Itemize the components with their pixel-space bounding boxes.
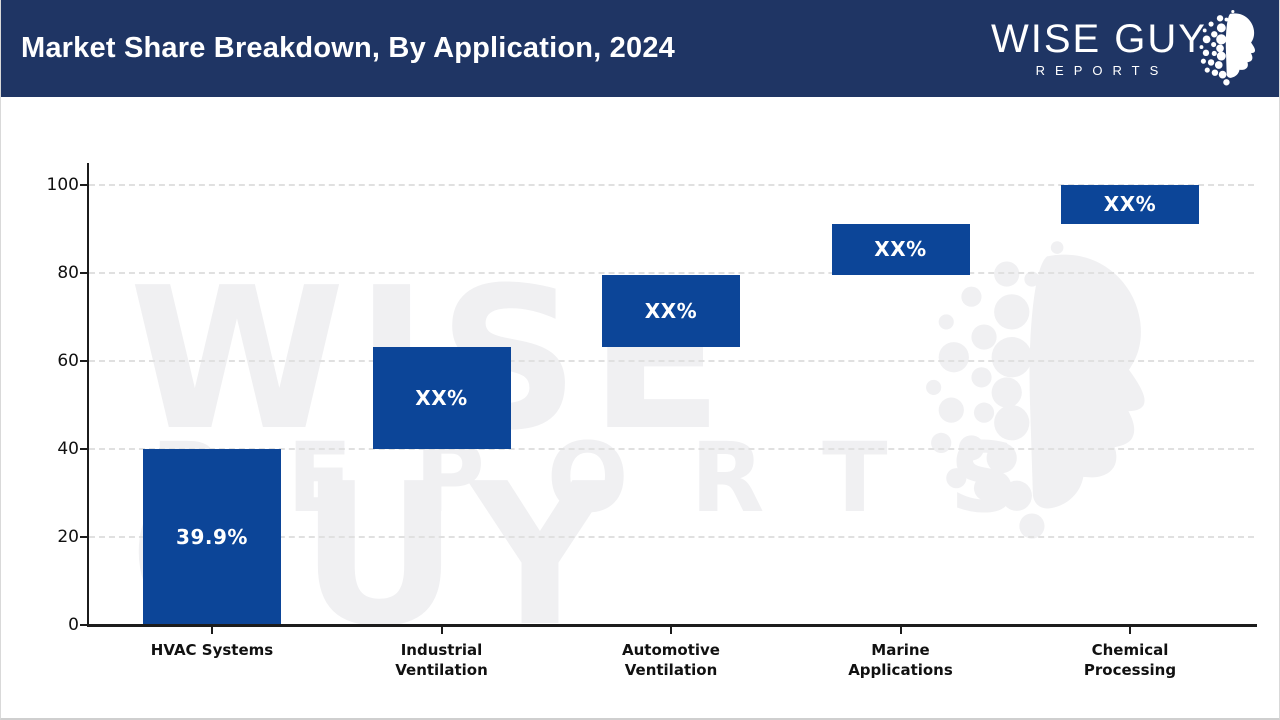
gridline-20: [89, 536, 1254, 538]
bar-industrial-ventilation: XX%: [372, 346, 511, 450]
category-label-line: Ventilation: [624, 661, 718, 679]
logo-wordmark-line1: WISE GUY: [990, 17, 1207, 61]
bar-value-label-automotive-ventilation: XX%: [644, 299, 698, 324]
y-tick-label-100: 100: [46, 175, 79, 195]
wiseguy-logo: WISE GUY REPORTS: [991, 8, 1261, 90]
header-bar: Market Share Breakdown, By Application, …: [1, 0, 1279, 97]
x-tick-mark-automotive-ventilation: [670, 627, 672, 634]
y-tick-mark-20: [80, 536, 88, 538]
bar-automotive-ventilation: XX%: [602, 275, 740, 347]
bar-marine-applications: XX%: [831, 223, 970, 276]
chart-title: Market Share Breakdown, By Application, …: [21, 32, 675, 64]
x-tick-mark-industrial-ventilation: [440, 627, 443, 634]
category-label-line: Ventilation: [395, 661, 488, 679]
category-label-line: Chemical: [1091, 641, 1169, 659]
y-tick-label-0: 0: [68, 615, 79, 635]
category-label-hvac-systems: HVAC Systems: [97, 640, 327, 660]
category-label-marine-applications: Marine Applications: [786, 640, 1016, 680]
category-label-industrial-ventilation: Industrial Ventilation: [327, 640, 557, 680]
y-tick-mark-80: [80, 272, 88, 274]
category-label-line: Processing: [1083, 661, 1177, 679]
category-label-line: Applications: [848, 661, 953, 679]
bar-value-label-industrial-ventilation: XX%: [415, 386, 468, 411]
category-label-line: HVAC Systems: [150, 641, 274, 659]
bar-hvac-systems: 39.9%: [143, 449, 281, 625]
gridline-80: [89, 272, 1254, 274]
category-label-automotive-ventilation: Automotive Ventilation: [556, 640, 786, 680]
gridline-40: [89, 448, 1254, 450]
y-tick-mark-100: [80, 184, 88, 186]
y-tick-label-20: 20: [57, 527, 79, 547]
logo-wordmark: WISE GUY REPORTS: [991, 19, 1207, 78]
x-tick-mark-chemical-processing: [1129, 627, 1131, 634]
y-tick-label-40: 40: [57, 439, 79, 459]
bar-value-label-chemical-processing: XX%: [1103, 192, 1157, 217]
y-tick-mark-60: [80, 360, 88, 362]
category-label-line: Automotive: [622, 641, 720, 659]
y-tick-label-80: 80: [57, 263, 79, 283]
bar-chemical-processing: XX%: [1061, 185, 1199, 224]
y-axis-spine: [87, 163, 89, 626]
x-axis-spine: [87, 624, 1257, 627]
bar-value-label-hvac-systems: 39.9%: [176, 525, 248, 550]
x-tick-mark-hvac-systems: [211, 627, 213, 634]
y-tick-mark-0: [80, 624, 88, 626]
logo-wordmark-line2: REPORTS: [1035, 63, 1169, 78]
category-label-line: Industrial: [400, 641, 483, 659]
bar-value-label-marine-applications: XX%: [874, 237, 927, 262]
y-tick-mark-40: [80, 448, 88, 450]
category-label-line: Marine: [871, 641, 930, 659]
gridline-60: [89, 360, 1254, 362]
x-tick-mark-marine-applications: [899, 627, 902, 634]
y-tick-label-60: 60: [57, 351, 79, 371]
category-label-chemical-processing: Chemical Processing: [1015, 640, 1245, 680]
gridline-100: [89, 184, 1254, 186]
